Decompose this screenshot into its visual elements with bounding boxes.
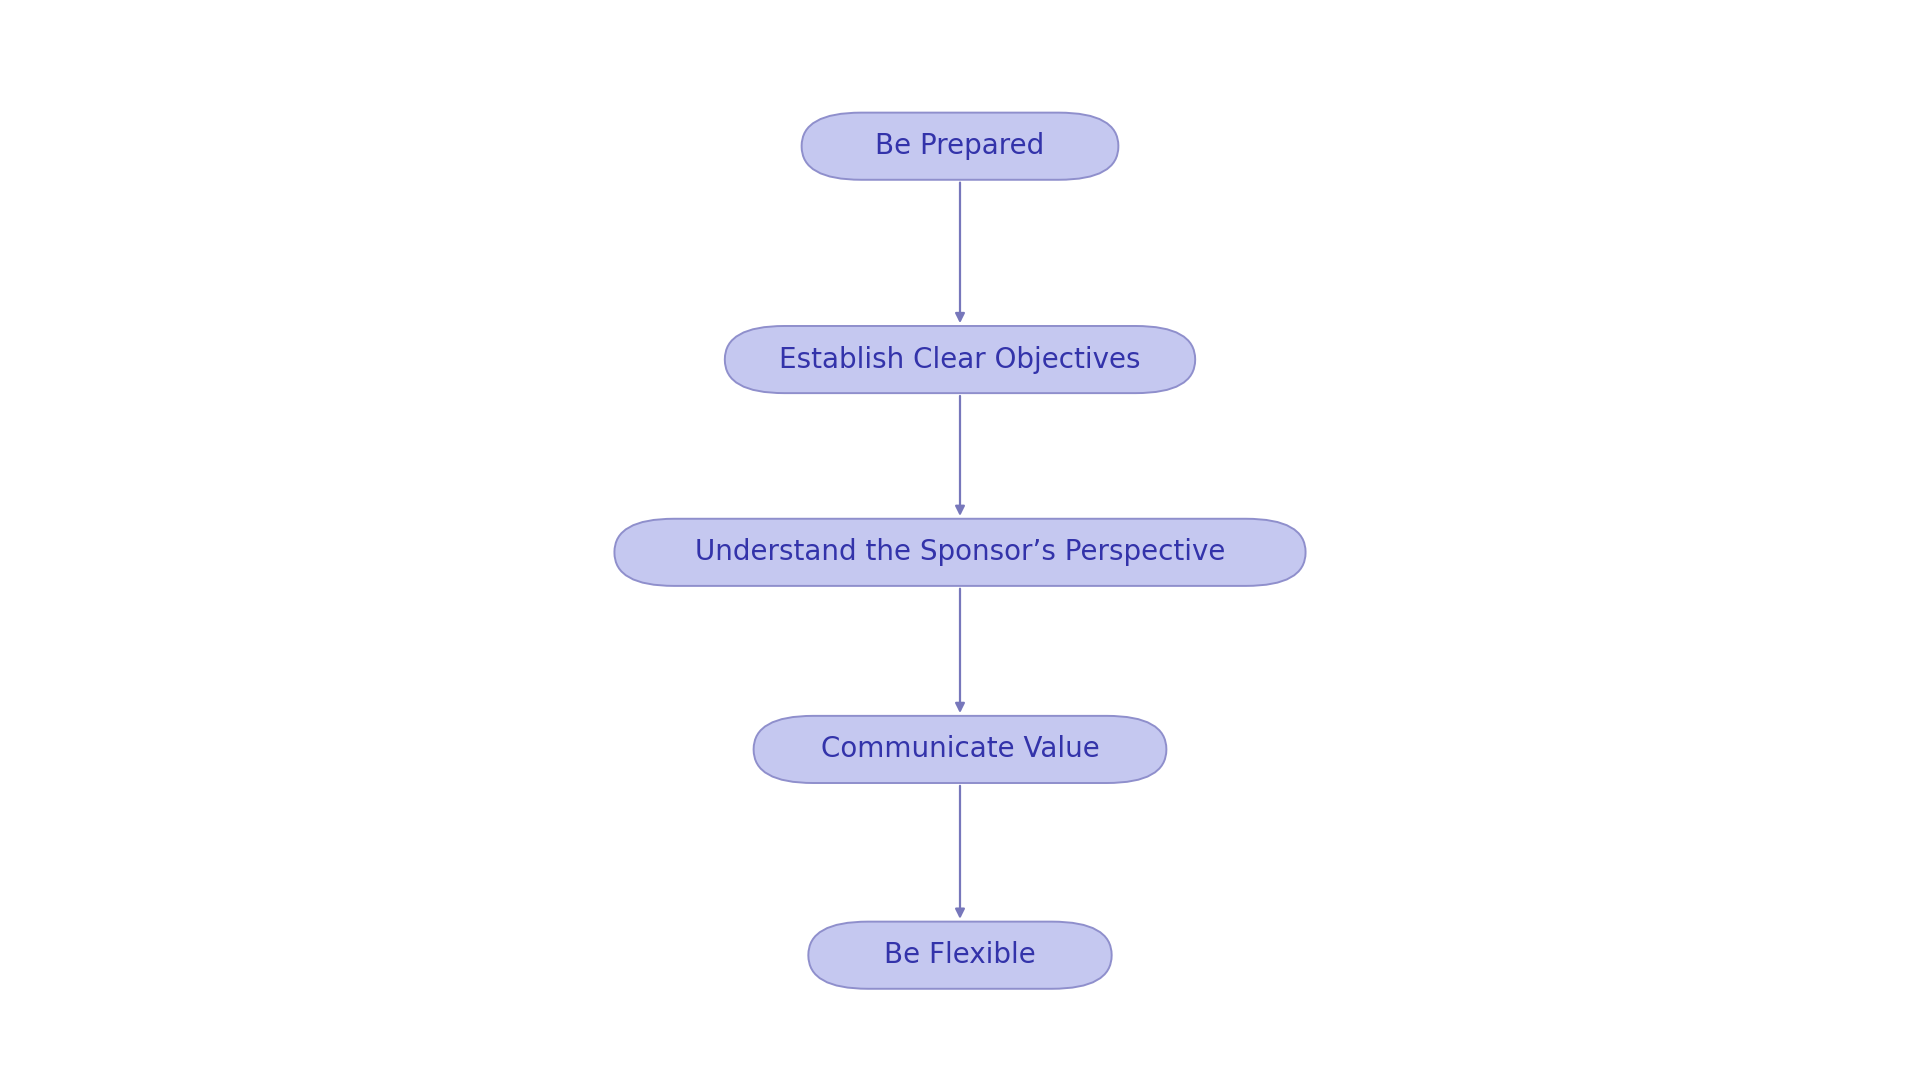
- Text: Understand the Sponsor’s Perspective: Understand the Sponsor’s Perspective: [695, 538, 1225, 566]
- FancyBboxPatch shape: [808, 922, 1112, 989]
- FancyBboxPatch shape: [753, 716, 1167, 783]
- Text: Establish Clear Objectives: Establish Clear Objectives: [780, 345, 1140, 374]
- Text: Communicate Value: Communicate Value: [820, 735, 1100, 764]
- Text: Be Flexible: Be Flexible: [883, 941, 1037, 969]
- FancyBboxPatch shape: [801, 113, 1117, 180]
- FancyBboxPatch shape: [614, 519, 1306, 586]
- FancyBboxPatch shape: [724, 326, 1194, 393]
- Text: Be Prepared: Be Prepared: [876, 132, 1044, 160]
